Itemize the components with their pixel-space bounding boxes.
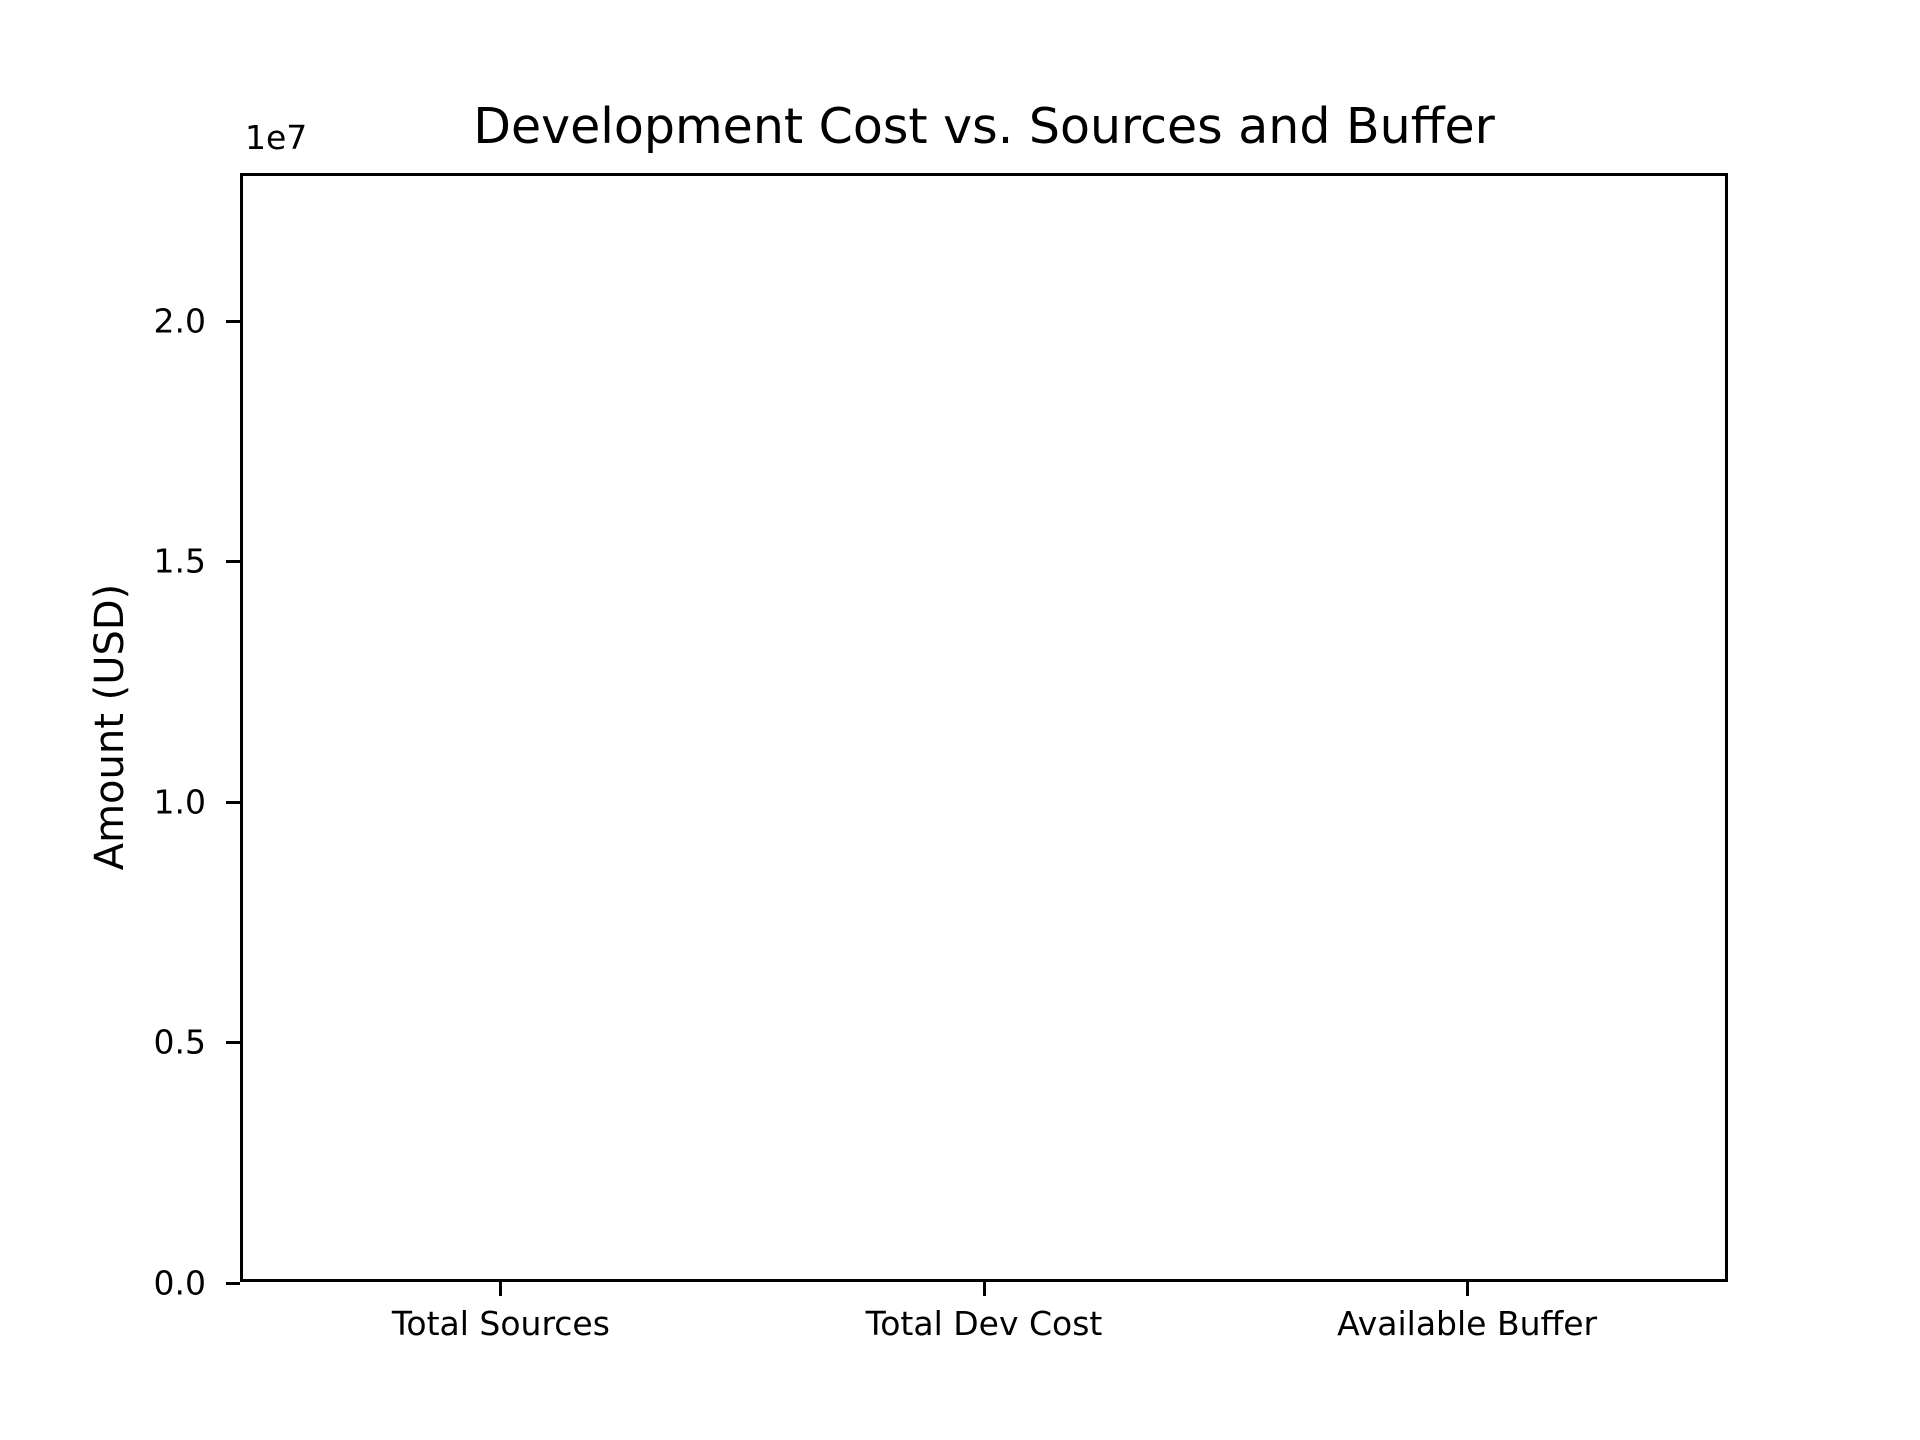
- y-tick-label: 0.5: [153, 1022, 206, 1062]
- y-tick-mark: [226, 1281, 240, 1285]
- x-tick-mark: [1465, 1282, 1469, 1296]
- x-tick-mark: [499, 1282, 503, 1296]
- chart-title: Development Cost vs. Sources and Buffer: [473, 98, 1495, 155]
- plot-area: [240, 173, 1728, 1282]
- y-tick-mark: [226, 559, 240, 563]
- x-tick-label: Available Buffer: [1337, 1304, 1598, 1343]
- x-tick-label: Total Sources: [391, 1304, 610, 1343]
- x-tick-label: Total Dev Cost: [865, 1304, 1103, 1343]
- y-axis-label: Amount (USD): [87, 583, 133, 871]
- y-tick-label: 1.0: [153, 782, 206, 822]
- y-axis-offset-label: 1e7: [245, 118, 308, 157]
- y-tick-mark: [226, 800, 240, 804]
- y-tick-label: 0.0: [153, 1263, 206, 1303]
- y-tick-mark: [226, 319, 240, 323]
- y-tick-label: 1.5: [153, 541, 206, 581]
- y-tick-mark: [226, 1040, 240, 1044]
- x-tick-mark: [982, 1282, 986, 1296]
- y-tick-label: 2.0: [153, 301, 206, 341]
